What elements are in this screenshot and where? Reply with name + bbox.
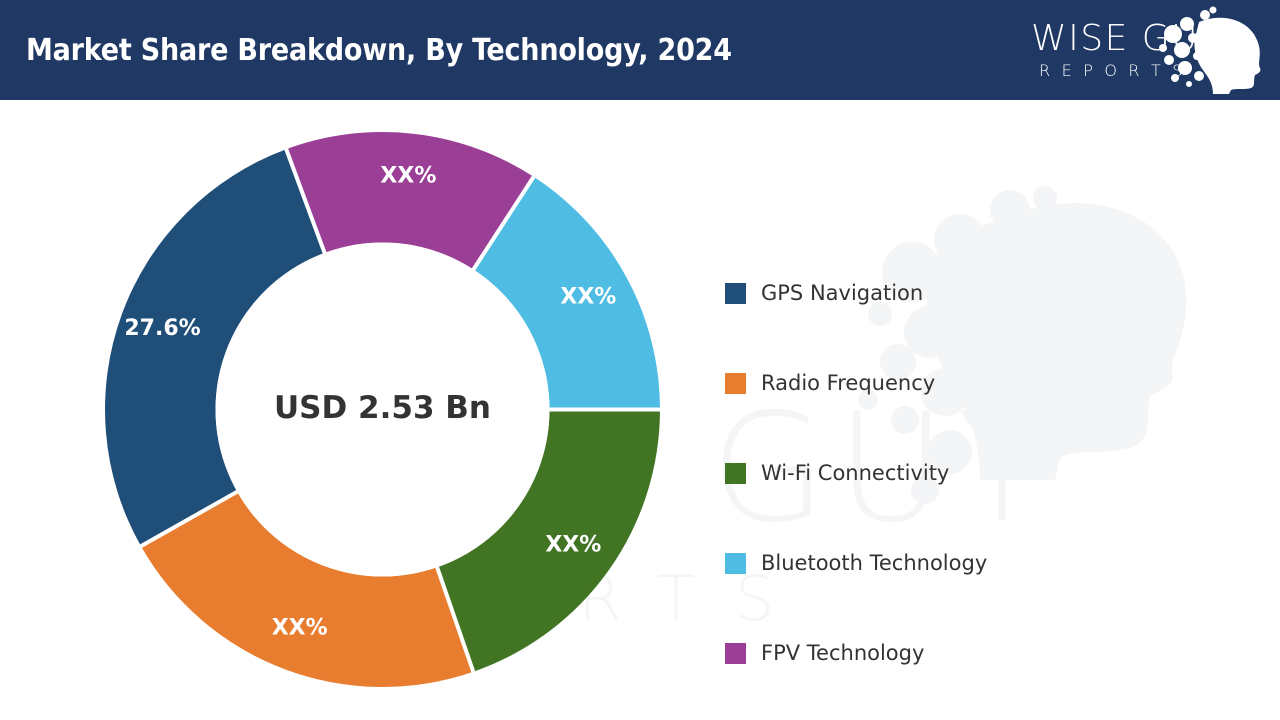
logo-head-icon [1159,6,1261,95]
chart-legend: GPS Navigation Radio Frequency Wi-Fi Con… [725,248,1145,698]
legend-item-wifi-connectivity[interactable]: Wi-Fi Connectivity [725,428,1145,518]
donut-center-value: USD 2.53 Bn [274,390,491,426]
wiseguy-reports-logo: WISE GUY R E P O R T S [1031,6,1261,95]
legend-item-fpv-technology[interactable]: FPV Technology [725,608,1145,698]
slice-label-bluetooth-technology: XX% [560,285,616,310]
legend-swatch-icon [725,552,746,574]
legend-item-radio-frequency[interactable]: Radio Frequency [725,338,1145,428]
slice-label-wifi-connectivity: XX% [545,532,601,557]
slice-label-gps-navigation: 27.6% [124,316,200,341]
legend-swatch-icon [725,462,746,484]
slice-bluetooth-technology[interactable] [473,176,660,410]
legend-label: Wi-Fi Connectivity [761,461,950,485]
page-header: Market Share Breakdown, By Technology, 2… [0,0,1280,100]
donut-slices [105,132,660,687]
legend-item-gps-navigation[interactable]: GPS Navigation [725,248,1145,338]
slice-wifi-connectivity[interactable] [437,409,660,672]
logo-line2: R E P O R T S [1039,61,1186,80]
slice-fpv-technology[interactable] [286,132,534,270]
legend-label: FPV Technology [761,641,925,665]
page-title: Market Share Breakdown, By Technology, 2… [26,32,732,68]
donut-hole [215,242,550,577]
slice-label-radio-frequency: XX% [272,616,328,641]
slice-radio-frequency[interactable] [140,491,474,687]
legend-label: Bluetooth Technology [761,551,988,575]
legend-label: Radio Frequency [761,371,936,395]
legend-label: GPS Navigation [761,281,924,305]
slice-label-fpv-technology: XX% [380,164,436,189]
slice-gps-navigation[interactable] [105,149,325,547]
legend-item-bluetooth-technology[interactable]: Bluetooth Technology [725,518,1145,608]
legend-swatch-icon [725,372,746,394]
legend-swatch-icon [725,282,746,304]
donut-chart: 27.6% XX% XX% XX% XX% USD 2.53 Bn [105,132,660,687]
legend-swatch-icon [725,642,746,664]
